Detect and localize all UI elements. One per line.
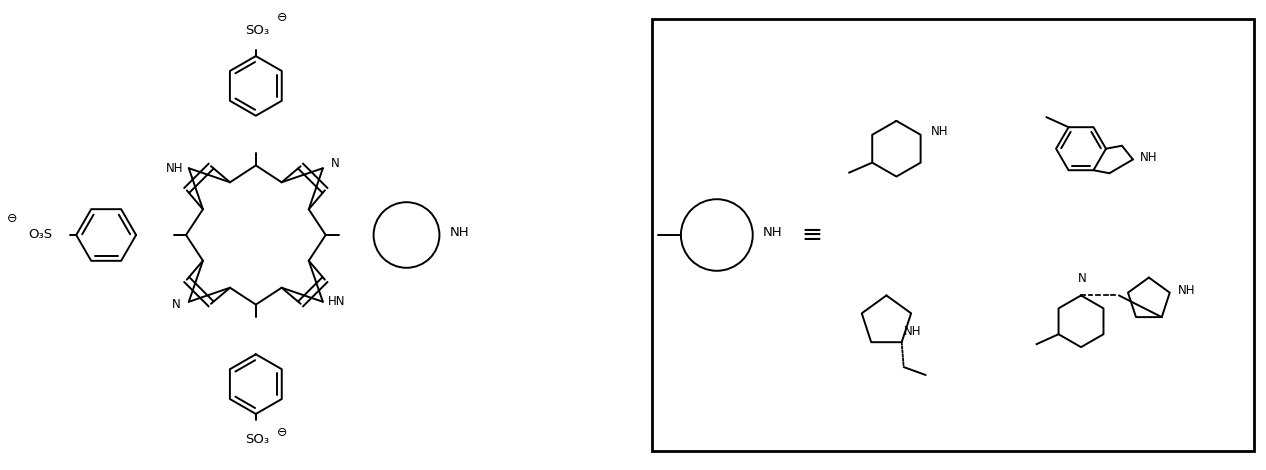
- Text: NH: NH: [904, 325, 922, 338]
- Text: HN: HN: [328, 295, 346, 308]
- Text: NH: NH: [449, 226, 468, 238]
- Text: ≡: ≡: [801, 223, 822, 247]
- Text: NH: NH: [762, 226, 782, 238]
- Text: N: N: [172, 298, 181, 311]
- Text: N: N: [330, 157, 339, 170]
- Text: NH: NH: [1177, 284, 1195, 297]
- Bar: [652, 19, 1253, 451]
- Text: ⊖: ⊖: [276, 11, 287, 24]
- Text: ⊖: ⊖: [276, 426, 287, 439]
- Text: N: N: [1077, 273, 1086, 285]
- Text: NH: NH: [1139, 151, 1157, 164]
- Text: NH: NH: [166, 162, 184, 175]
- Text: SO₃: SO₃: [244, 433, 268, 446]
- Text: NH: NH: [931, 125, 948, 138]
- Text: ⊖: ⊖: [8, 212, 18, 225]
- Text: O₃S: O₃S: [28, 227, 52, 241]
- Text: SO₃: SO₃: [244, 24, 268, 37]
